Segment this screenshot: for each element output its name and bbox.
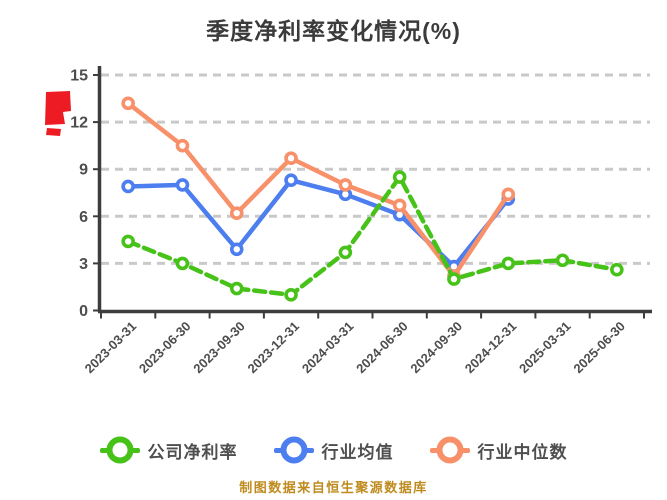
legend-label-industry-median: 行业中位数: [477, 442, 568, 462]
legend-marker-company-net-margin: [99, 436, 140, 464]
y-axis-label: 6: [79, 209, 88, 226]
legend-item-company-net-margin: 公司净利率: [99, 436, 238, 464]
legend-item-industry-average: 行业均值: [273, 436, 394, 464]
x-axis-label: 2024-03-31: [299, 319, 357, 377]
data-point-行业中位数: [175, 138, 190, 153]
data-point-公司净利率: [229, 281, 244, 296]
data-point-公司净利率: [175, 256, 190, 271]
data-point-公司净利率: [555, 253, 570, 268]
legend-dot-icon: [106, 436, 133, 464]
data-point-行业中位数: [121, 96, 135, 111]
y-axis-label: 15: [70, 68, 88, 85]
y-axis-label: 9: [79, 162, 88, 179]
data-point-公司净利率: [284, 287, 298, 302]
data-point-行业中位数: [338, 178, 353, 192]
data-point-行业均值: [229, 242, 244, 257]
legend-label-company-net-margin: 公司净利率: [147, 442, 238, 462]
data-point-公司净利率: [501, 256, 516, 271]
data-point-行业中位数: [284, 151, 298, 166]
x-axis-label: 2024-06-30: [353, 319, 411, 377]
data-point-行业中位数: [229, 206, 244, 220]
legend-marker-industry-average: [273, 436, 314, 464]
data-point-行业均值: [175, 178, 190, 192]
data-point-公司净利率: [338, 245, 353, 260]
legend-marker-industry-median: [429, 436, 470, 464]
x-axis-label: 2023-03-31: [82, 319, 140, 377]
x-axis-label: 2025-06-30: [570, 319, 628, 377]
series-line-行业均值: [125, 177, 511, 269]
legend-label-industry-average: 行业均值: [321, 442, 394, 462]
x-axis-label: 2025-03-31: [516, 319, 574, 377]
y-axis-label: 12: [70, 115, 88, 132]
data-point-行业均值: [284, 173, 298, 187]
red-stamp-logo: [45, 91, 71, 136]
legend: 公司净利率 行业均值 行业中位数: [0, 430, 667, 470]
x-axis-label: 2024-09-30: [407, 319, 465, 377]
y-axis-label: 0: [79, 303, 88, 320]
x-axis-label: 2023-06-30: [136, 319, 194, 377]
data-point-公司净利率: [610, 262, 624, 277]
data-point-公司净利率: [447, 272, 461, 286]
legend-item-industry-median: 行业中位数: [429, 436, 568, 464]
x-axis-label: 2023-09-30: [190, 319, 248, 377]
x-axis-label: 2023-12-31: [245, 319, 303, 377]
data-point-行业中位数: [392, 198, 407, 213]
legend-dot-icon: [436, 436, 463, 464]
data-point-行业中位数: [501, 187, 516, 202]
page-title: 季度净利率变化情况(%): [206, 18, 461, 44]
data-point-公司净利率: [392, 170, 407, 184]
footer-note: 制图数据来自恒生聚源数据库: [239, 480, 428, 495]
data-point-公司净利率: [121, 234, 135, 249]
x-axis-label: 2024-12-31: [462, 319, 520, 377]
y-axis-label: 3: [79, 256, 88, 273]
legend-dot-icon: [280, 436, 307, 464]
data-point-行业均值: [121, 179, 135, 194]
series-line-公司净利率: [125, 174, 620, 298]
